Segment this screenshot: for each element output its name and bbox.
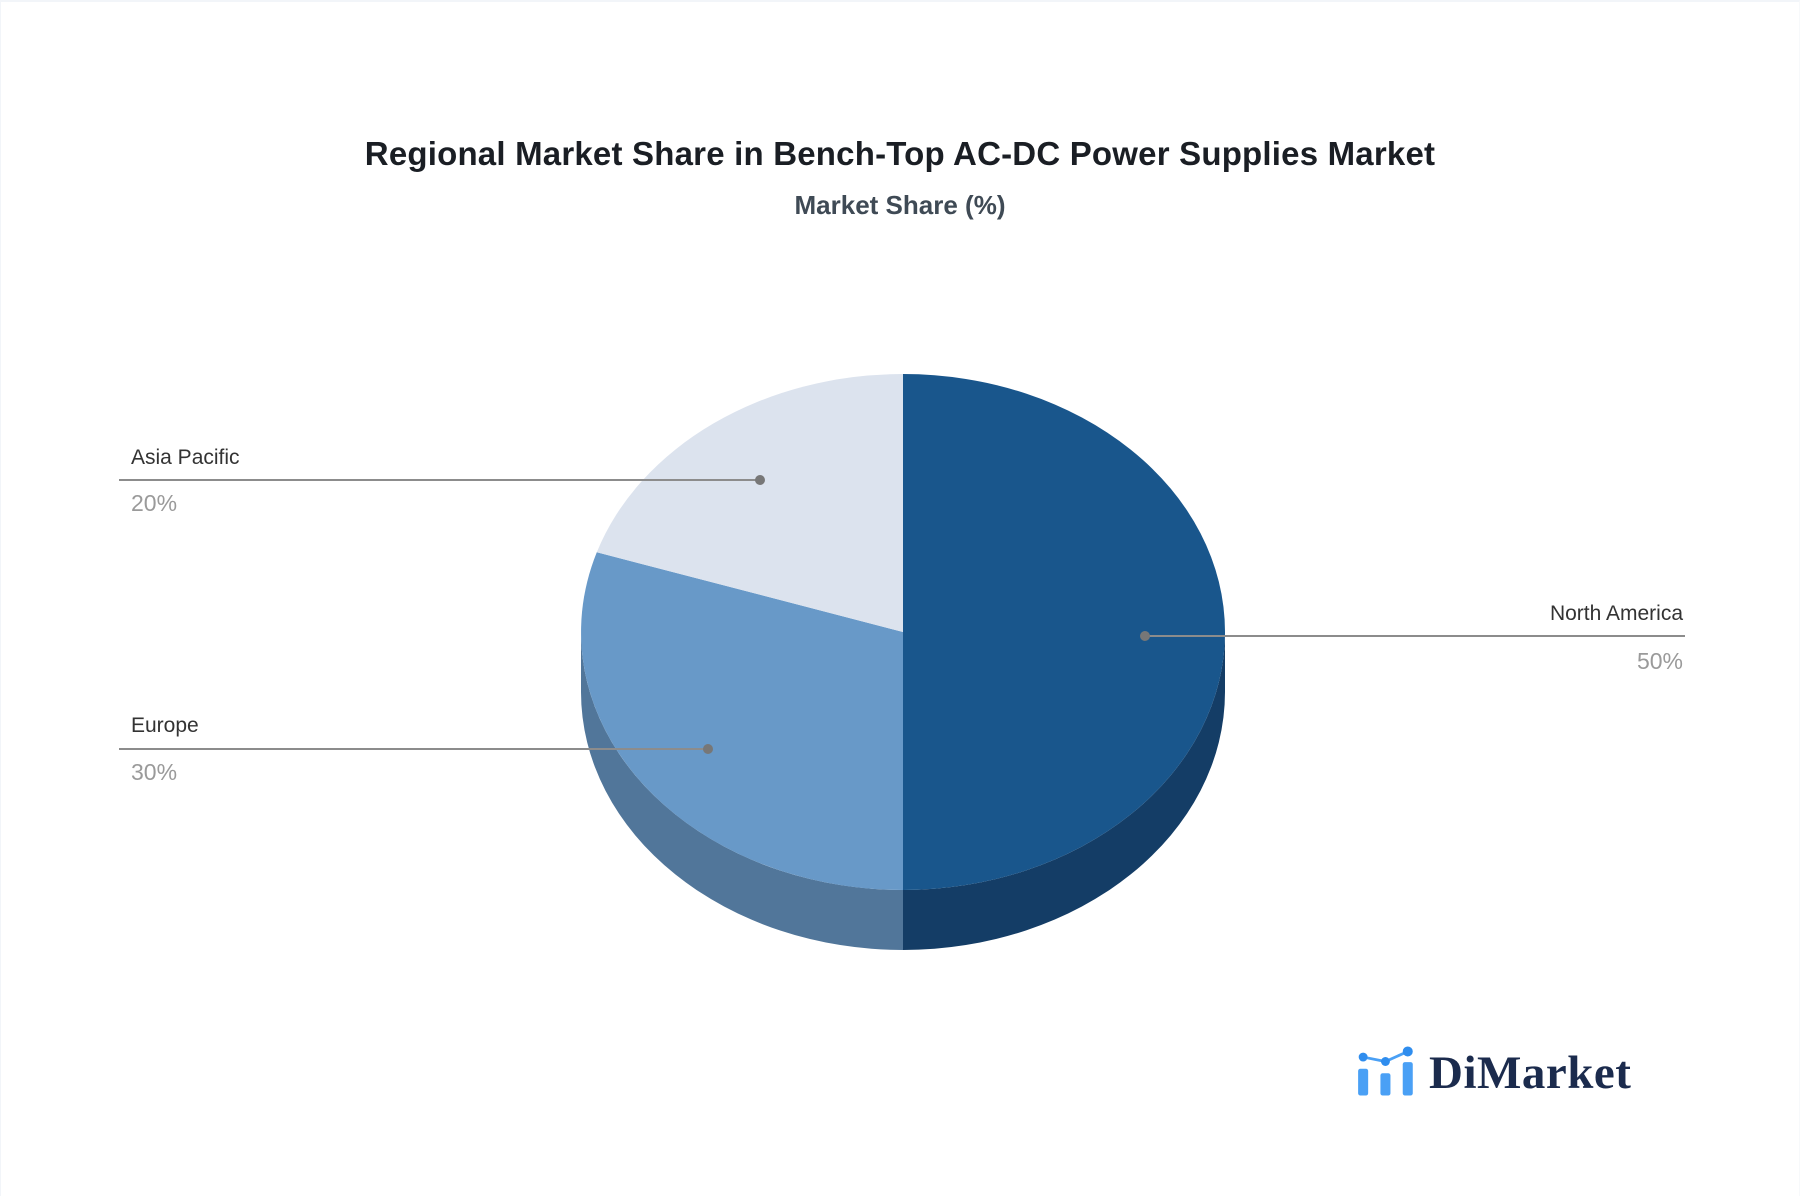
- pie-side-north-america: [903, 632, 1225, 950]
- bar-1: [1358, 1068, 1369, 1096]
- leader-dot-asia-pacific: [755, 475, 765, 485]
- slice-value-europe: 30%: [131, 759, 178, 785]
- slice-label-europe: Europe: [131, 714, 199, 737]
- bar-chart-trend-icon: [1358, 1046, 1413, 1096]
- pie-slice-europe: [581, 552, 903, 890]
- chart-subtitle: Market Share (%): [794, 190, 1006, 220]
- leader-lines: [119, 475, 1685, 754]
- chart-title: Regional Market Share in Bench-Top AC-DC…: [364, 135, 1436, 172]
- brand-name: DiMarket: [1429, 1047, 1632, 1099]
- trend-dot-2: [1380, 1057, 1390, 1066]
- slice-label-north-america: North America: [1549, 602, 1683, 625]
- trend-dot-3: [1402, 1046, 1413, 1057]
- leader-dot-europe: [703, 744, 713, 754]
- pie-slice-asia-pacific: [596, 374, 903, 632]
- pie-side-europe: [581, 632, 903, 950]
- slice-value-asia-pacific: 20%: [131, 490, 178, 516]
- leader-dot-north-america: [1140, 631, 1150, 641]
- bar-2: [1380, 1073, 1391, 1096]
- pie-slice-north-america: [903, 374, 1225, 890]
- slice-value-north-america: 50%: [1636, 648, 1683, 674]
- trend-dot-1: [1358, 1052, 1368, 1062]
- brand-logo: DiMarket: [1357, 1042, 1631, 1098]
- bar-3: [1402, 1062, 1413, 1096]
- slice-label-asia-pacific: Asia Pacific: [131, 446, 240, 469]
